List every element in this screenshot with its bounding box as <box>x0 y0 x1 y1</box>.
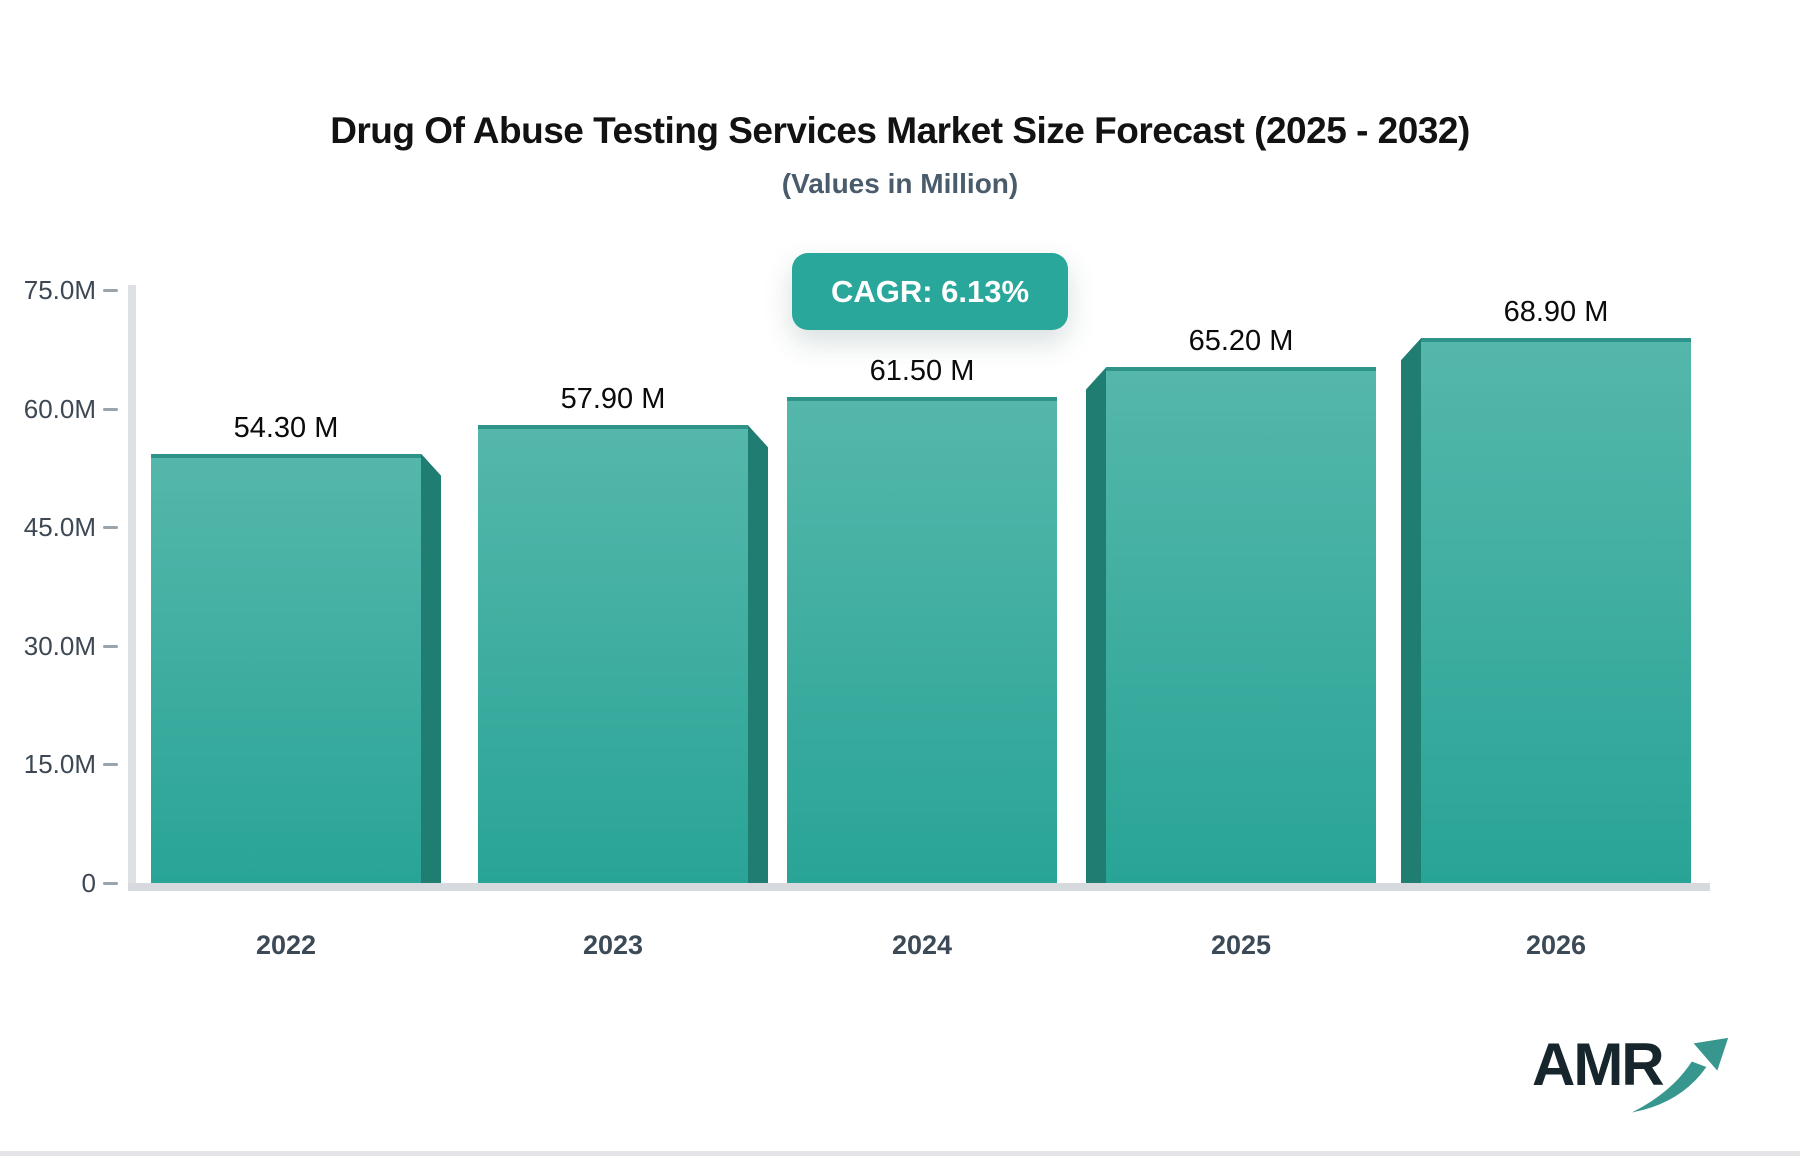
chart-title: Drug Of Abuse Testing Services Market Si… <box>330 110 1470 151</box>
y-tick-dash <box>103 644 118 648</box>
y-tick-dash <box>103 289 118 292</box>
bar-face <box>1421 338 1691 883</box>
bar-value-label: 65.20 M <box>1188 325 1294 358</box>
cagr-badge-label: CAGR: 6.13% <box>830 273 1030 309</box>
y-tick-label: 45.0M <box>23 512 96 543</box>
x-tick-label: 2026 <box>1525 930 1587 960</box>
y-axis-line <box>128 285 136 891</box>
bar-side-face <box>1086 367 1106 883</box>
y-tick-label: 30.0M <box>23 630 96 661</box>
bar-face <box>478 425 748 883</box>
amr-logo-arrow-icon <box>1631 1037 1729 1113</box>
y-tick-dash <box>103 407 118 411</box>
x-tick-label: 2022 <box>255 930 317 960</box>
y-tick-label: 0 <box>81 868 96 898</box>
x-axis-baseline <box>128 883 1710 891</box>
cagr-badge: CAGR: 6.13% <box>792 253 1068 330</box>
y-tick-dash <box>103 526 118 530</box>
bar-side-face <box>1401 338 1421 883</box>
x-tick-label: 2025 <box>1210 930 1272 960</box>
amr-logo: AMR <box>1532 1030 1729 1120</box>
amr-logo-text: AMR <box>1532 1031 1665 1098</box>
bar-value-label: 57.90 M <box>560 383 666 416</box>
y-tick-label: 75.0M <box>23 275 96 305</box>
y-tick-dash <box>103 882 118 885</box>
x-tick-label: 2023 <box>582 930 644 960</box>
bar-side-face <box>421 453 441 883</box>
bar-value-label: 68.90 M <box>1503 296 1609 329</box>
y-tick-dash <box>103 763 118 767</box>
bar-value-label: 61.50 M <box>869 354 975 387</box>
y-tick-label: 60.0M <box>23 393 96 424</box>
x-tick-label: 2024 <box>891 930 953 960</box>
bar-side-face <box>748 425 768 883</box>
bar-face <box>1106 367 1376 883</box>
chart-subtitle: (Values in Million) <box>781 168 1019 199</box>
bar-face <box>787 396 1057 883</box>
bar-face <box>151 453 421 883</box>
bar-value-label: 54.30 M <box>233 411 339 444</box>
y-tick-label: 15.0M <box>23 749 96 780</box>
